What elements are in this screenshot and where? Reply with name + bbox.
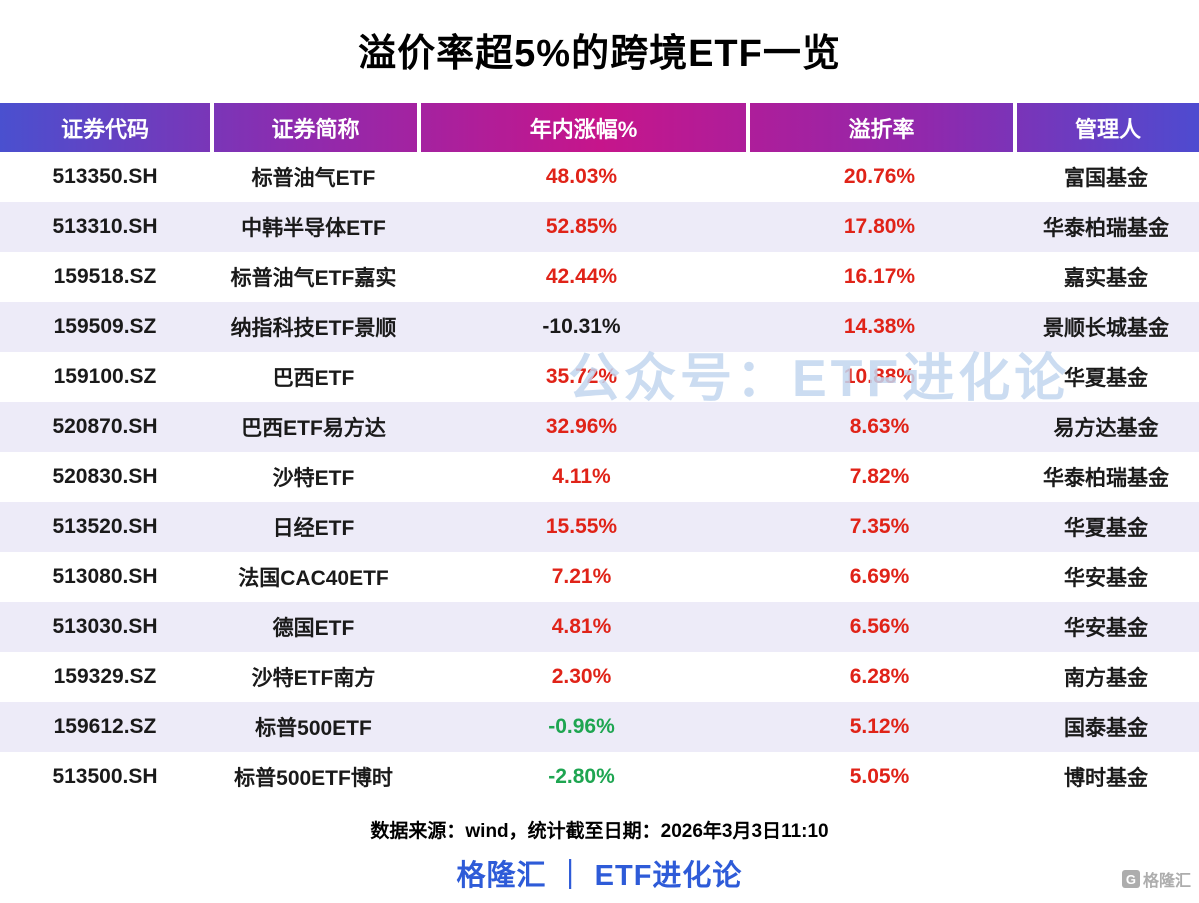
cell-premium: 20.76% [843, 165, 916, 188]
cell-premium: 7.35% [849, 515, 910, 538]
cell-premium: 17.80% [843, 215, 916, 238]
cell-premium: 7.82% [849, 465, 910, 488]
page-title: 溢价率超5%的跨境ETF一览 [358, 33, 841, 75]
cell-ytd-change: 15.55% [545, 515, 618, 538]
cell-name: 巴西ETF易方达 [241, 417, 386, 440]
cell-code: 159612.SZ [53, 715, 157, 738]
cell-manager: 华夏基金 [1064, 517, 1148, 540]
cell-code: 159329.SZ [53, 665, 157, 688]
cell-name: 沙特ETF [272, 467, 355, 490]
gelonghui-logo-icon: G [1121, 870, 1140, 888]
brand-line: 格隆汇 ｜ ETF进化论 [456, 860, 743, 892]
column-header-ytd: 年内涨幅% [417, 103, 746, 152]
cell-name: 巴西ETF [272, 367, 355, 390]
cell-manager: 嘉实基金 [1064, 267, 1148, 290]
gelonghui-logo-text: 格隆汇 [1142, 873, 1191, 890]
cell-name: 沙特ETF南方 [251, 667, 376, 690]
cell-manager: 南方基金 [1064, 667, 1148, 690]
cell-ytd-change: 52.85% [545, 215, 618, 238]
cell-manager: 华安基金 [1064, 617, 1148, 640]
cell-name: 德国ETF [272, 617, 355, 640]
table-row: 520870.SH 巴西ETF易方达 32.96% 8.63% 易方达基金 [0, 402, 1199, 452]
table-row: 513310.SH 中韩半导体ETF 52.85% 17.80% 华泰柏瑞基金 [0, 202, 1199, 252]
column-header-name: 证券简称 [210, 103, 417, 152]
cell-manager: 景顺长城基金 [1043, 317, 1169, 340]
cell-code: 513310.SH [52, 215, 158, 238]
cell-code: 520830.SH [52, 465, 158, 488]
cell-premium: 6.69% [849, 565, 910, 588]
cell-manager: 华泰柏瑞基金 [1043, 217, 1169, 240]
cell-ytd-change: -10.31% [542, 315, 621, 338]
column-header-code: 证券代码 [60, 116, 149, 142]
cell-code: 159518.SZ [53, 265, 157, 288]
table-row: 513500.SH 标普500ETF博时 -2.80% 5.05% 博时基金 [0, 752, 1199, 802]
cell-name: 标普油气ETF嘉实 [230, 267, 397, 290]
cell-name: 法国CAC40ETF [238, 567, 389, 590]
cell-manager: 富国基金 [1064, 167, 1148, 190]
cell-name: 标普500ETF [255, 717, 372, 740]
cell-premium: 6.56% [849, 615, 910, 638]
etf-table: 证券代码 证券简称 年内涨幅% 溢折率 管理人 513350.SH 标普油气ET… [0, 103, 1199, 802]
table-row: 159518.SZ 标普油气ETF嘉实 42.44% 16.17% 嘉实基金 [0, 252, 1199, 302]
cell-name: 纳指科技ETF景顺 [230, 317, 397, 340]
cell-ytd-change: 35.72% [545, 365, 618, 388]
cell-ytd-change: 48.03% [545, 165, 618, 188]
table-row: 159100.SZ 巴西ETF 35.72% 10.88% 华夏基金 [0, 352, 1199, 402]
cell-code: 513520.SH [52, 515, 158, 538]
cell-ytd-change: 4.81% [551, 615, 612, 638]
cell-premium: 14.38% [843, 315, 916, 338]
cell-ytd-change: 7.21% [551, 565, 612, 588]
cell-code: 513500.SH [52, 765, 158, 788]
cell-code: 513350.SH [52, 165, 158, 188]
cell-ytd-change: 42.44% [545, 265, 618, 288]
cell-premium: 5.12% [849, 715, 910, 738]
cell-premium: 5.05% [849, 765, 910, 788]
cell-premium: 6.28% [849, 665, 910, 688]
table-row: 159329.SZ 沙特ETF南方 2.30% 6.28% 南方基金 [0, 652, 1199, 702]
cell-ytd-change: -0.96% [548, 715, 615, 738]
column-header-manager: 管理人 [1013, 103, 1199, 152]
cell-code: 159509.SZ [53, 315, 157, 338]
cell-code: 513080.SH [52, 565, 158, 588]
cell-name: 标普500ETF博时 [234, 767, 393, 790]
table-row: 513350.SH 标普油气ETF 48.03% 20.76% 富国基金 [0, 152, 1199, 202]
table-row: 513030.SH 德国ETF 4.81% 6.56% 华安基金 [0, 602, 1199, 652]
table-header: 证券代码 证券简称 年内涨幅% 溢折率 管理人 [0, 103, 1199, 152]
table-body: 513350.SH 标普油气ETF 48.03% 20.76% 富国基金 513… [0, 152, 1199, 802]
cell-premium: 16.17% [843, 265, 916, 288]
cell-ytd-change: 4.11% [552, 465, 611, 488]
table-row: 513080.SH 法国CAC40ETF 7.21% 6.69% 华安基金 [0, 552, 1199, 602]
cell-name: 中韩半导体ETF [241, 217, 386, 240]
cell-manager: 国泰基金 [1064, 717, 1148, 740]
table-row: 159509.SZ 纳指科技ETF景顺 -10.31% 14.38% 景顺长城基… [0, 302, 1199, 352]
table-row: 513520.SH 日经ETF 15.55% 7.35% 华夏基金 [0, 502, 1199, 552]
source-note: 数据来源：wind，统计截至日期：2026年3月3日11:10 [370, 821, 829, 842]
cell-manager: 华泰柏瑞基金 [1043, 467, 1169, 490]
cell-name: 日经ETF [272, 517, 355, 540]
cell-manager: 博时基金 [1064, 767, 1148, 790]
cell-code: 520870.SH [52, 415, 158, 438]
cell-code: 159100.SZ [53, 365, 157, 388]
cell-name: 标普油气ETF [251, 167, 376, 190]
cell-manager: 华安基金 [1064, 567, 1148, 590]
gelonghui-logo: G 格隆汇 [1121, 867, 1191, 891]
table-row: 520830.SH 沙特ETF 4.11% 7.82% 华泰柏瑞基金 [0, 452, 1199, 502]
cell-ytd-change: 2.30% [551, 665, 612, 688]
cell-ytd-change: 32.96% [545, 415, 618, 438]
table-row: 159612.SZ 标普500ETF -0.96% 5.12% 国泰基金 [0, 702, 1199, 752]
column-header-premium: 溢折率 [746, 103, 1013, 152]
cell-premium: 8.63% [849, 415, 910, 438]
cell-code: 513030.SH [52, 615, 158, 638]
cell-manager: 华夏基金 [1064, 367, 1148, 390]
cell-premium: 10.88% [843, 365, 916, 388]
cell-ytd-change: -2.80% [548, 765, 615, 788]
cell-manager: 易方达基金 [1053, 417, 1159, 440]
